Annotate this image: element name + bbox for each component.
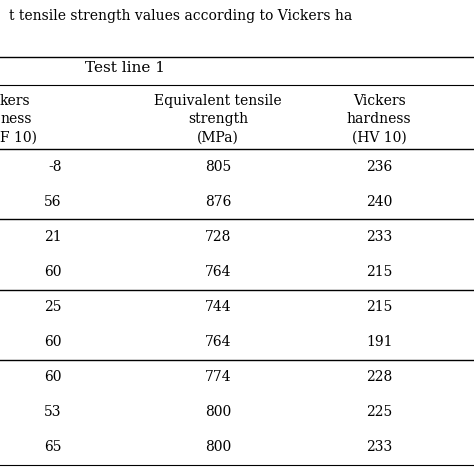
- Text: 236: 236: [366, 160, 392, 174]
- Text: 60: 60: [44, 335, 62, 349]
- Text: 21: 21: [44, 230, 62, 244]
- Text: -8: -8: [48, 160, 62, 174]
- Text: 65: 65: [44, 440, 62, 455]
- Text: 876: 876: [205, 195, 231, 209]
- Text: hardness: hardness: [347, 112, 411, 126]
- Text: kers: kers: [0, 94, 31, 108]
- Text: 774: 774: [205, 370, 231, 384]
- Text: 228: 228: [366, 370, 392, 384]
- Text: strength: strength: [188, 112, 248, 126]
- Text: (HV 10): (HV 10): [352, 130, 407, 145]
- Text: ness: ness: [0, 112, 31, 126]
- Text: 225: 225: [366, 405, 392, 419]
- Text: 728: 728: [205, 230, 231, 244]
- Text: 215: 215: [366, 300, 392, 314]
- Text: 25: 25: [44, 300, 62, 314]
- Text: 240: 240: [366, 195, 392, 209]
- Text: 60: 60: [44, 265, 62, 279]
- Text: 764: 764: [205, 335, 231, 349]
- Text: Vickers: Vickers: [353, 94, 406, 108]
- Text: 56: 56: [44, 195, 62, 209]
- Text: 60: 60: [44, 370, 62, 384]
- Text: 764: 764: [205, 265, 231, 279]
- Text: 233: 233: [366, 230, 392, 244]
- Text: (MPa): (MPa): [197, 130, 239, 145]
- Text: 215: 215: [366, 265, 392, 279]
- Text: 53: 53: [44, 405, 62, 419]
- Text: Test line 1: Test line 1: [85, 61, 165, 75]
- Text: 233: 233: [366, 440, 392, 455]
- Text: 805: 805: [205, 160, 231, 174]
- Text: t tensile strength values according to Vickers ha: t tensile strength values according to V…: [9, 9, 353, 24]
- Text: 191: 191: [366, 335, 392, 349]
- Text: Equivalent tensile: Equivalent tensile: [154, 94, 282, 108]
- Text: 800: 800: [205, 440, 231, 455]
- Text: 800: 800: [205, 405, 231, 419]
- Text: F 10): F 10): [0, 130, 37, 145]
- Text: 744: 744: [205, 300, 231, 314]
